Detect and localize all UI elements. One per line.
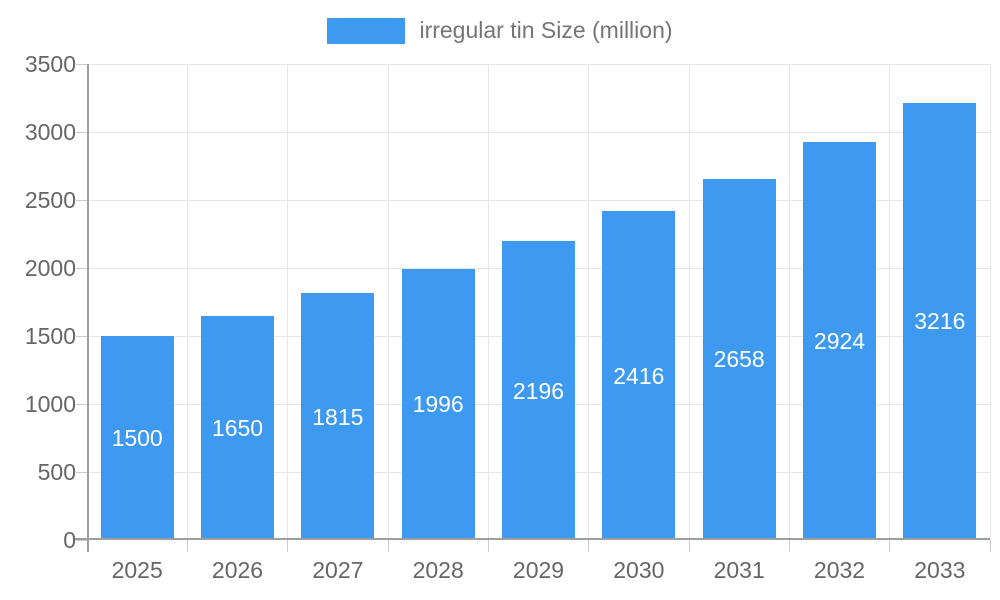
x-axis-tick-label: 2030	[613, 557, 665, 583]
y-axis-tick-label: 2500	[24, 187, 76, 213]
x-tick	[989, 540, 991, 552]
y-tick	[76, 335, 87, 337]
legend-label[interactable]: irregular tin Size (million)	[419, 17, 673, 43]
bar-value-label: 1996	[412, 391, 464, 418]
y-axis-tick-label: 3500	[24, 51, 76, 77]
bar[interactable]: 2196	[501, 241, 576, 540]
x-axis-tick-label: 2028	[412, 557, 464, 583]
y-axis-tick-label: 500	[37, 459, 76, 485]
x-axis-tick-label: 2025	[111, 557, 163, 583]
bar[interactable]: 1815	[301, 293, 375, 540]
v-gridline	[487, 64, 489, 540]
bar[interactable]: 3216	[903, 102, 977, 540]
bar-value-label: 2196	[512, 377, 565, 404]
v-gridline	[186, 64, 188, 540]
bar[interactable]: 1650	[200, 315, 275, 540]
x-axis-labels: 2025 2026 2027 2028 2029 2030 2031 2032 2033	[87, 556, 990, 590]
bar-value-label: 2658	[713, 346, 765, 373]
y-tick	[76, 63, 87, 65]
y-tick	[76, 199, 87, 201]
x-axis-tick-label: 2032	[813, 557, 866, 583]
v-gridline	[387, 64, 389, 540]
y-tick	[76, 403, 87, 405]
x-axis-tick-label: 2029	[512, 557, 565, 583]
bar[interactable]: 2924	[802, 142, 877, 540]
y-axis-tick-label: 2000	[24, 255, 76, 281]
legend-swatch[interactable]	[327, 17, 406, 44]
y-tick	[76, 471, 87, 473]
bar-value-label: 1815	[312, 403, 364, 430]
v-gridline	[989, 64, 991, 540]
bar[interactable]: 1500	[100, 336, 174, 540]
legend: irregular tin Size (million)	[0, 17, 1000, 44]
bar-value-label: 2924	[813, 328, 866, 355]
bar[interactable]: 1996	[401, 268, 475, 540]
x-axis-tick-label: 2026	[211, 557, 264, 583]
x-axis-tick-label: 2033	[914, 557, 966, 583]
x-tick	[588, 540, 590, 552]
y-tick	[76, 539, 87, 541]
x-axis-line	[75, 538, 990, 540]
x-tick	[788, 540, 790, 552]
x-tick	[287, 540, 289, 552]
v-gridline	[588, 64, 590, 540]
h-gridline	[87, 63, 990, 65]
y-axis-tick-label: 0	[63, 527, 76, 553]
bar-value-label: 1500	[111, 425, 163, 451]
bar-value-label: 2416	[613, 362, 665, 389]
x-tick	[889, 540, 891, 552]
h-gridline	[87, 131, 990, 133]
y-axis-tick-label: 3000	[24, 119, 76, 145]
bar-value-label: 1650	[211, 414, 264, 441]
y-axis-tick-label: 1000	[24, 391, 76, 417]
y-axis-labels: 0 500 1000 1500 2000 2500 3000 3500	[0, 51, 76, 553]
bar-value-label: 3216	[914, 308, 966, 335]
x-axis-tick-label: 2031	[713, 557, 765, 583]
y-tick	[76, 267, 87, 269]
x-tick	[387, 540, 389, 552]
y-axis-line	[87, 64, 89, 552]
h-gridline	[87, 199, 990, 201]
v-gridline	[688, 64, 690, 540]
x-tick	[186, 540, 188, 552]
plot-area: 1500 1650 1815 1996 2196 2416 2658 2924 3216	[75, 63, 991, 552]
v-gridline	[889, 64, 891, 540]
v-gridline	[287, 64, 289, 540]
x-tick	[688, 540, 690, 552]
bar[interactable]: 2658	[702, 178, 776, 540]
y-tick	[76, 131, 87, 133]
y-axis-tick-label: 1500	[24, 323, 76, 349]
v-gridline	[788, 64, 790, 540]
bar[interactable]: 2416	[602, 211, 676, 540]
x-tick	[487, 540, 489, 552]
x-axis-tick-label: 2027	[312, 557, 364, 583]
